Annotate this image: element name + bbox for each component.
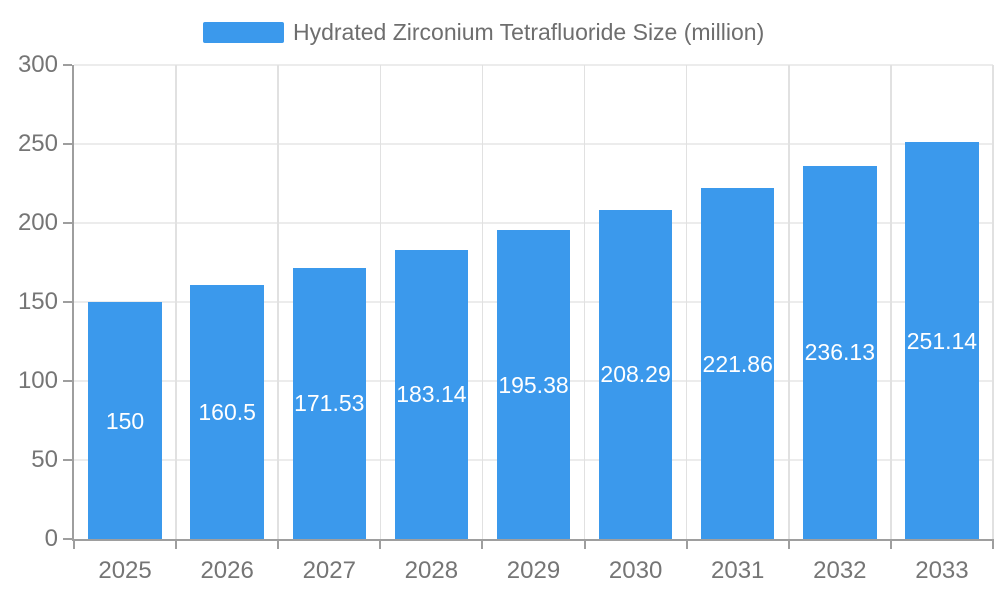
y-tick-label: 100: [17, 367, 58, 394]
bar-value-label: 183.14: [396, 381, 467, 408]
x-axis-tick: [277, 539, 280, 549]
legend-label: Hydrated Zirconium Tetrafluoride Size (m…: [293, 19, 765, 45]
bar: [598, 209, 673, 539]
bar-value-label: 251.14: [906, 327, 978, 354]
y-tick-label: 300: [17, 51, 58, 78]
y-tick-label: 50: [31, 446, 58, 473]
x-axis-tick: [889, 539, 892, 549]
y-tick-label: 250: [17, 130, 58, 157]
y-tick-label: 200: [17, 209, 58, 236]
h-gridline: [74, 143, 993, 145]
bar: [292, 267, 367, 539]
legend-item[interactable]: Hydrated Zirconium Tetrafluoride Size (m…: [203, 19, 764, 46]
bar-value-label: 236.13: [804, 339, 875, 366]
x-axis-line: [72, 539, 993, 541]
bar-value-label: 160.5: [198, 399, 256, 426]
x-axis-tick: [583, 539, 586, 549]
x-axis-tick: [73, 539, 75, 549]
y-tick-label: 150: [17, 288, 58, 315]
v-gridline: [685, 65, 688, 539]
bar: [394, 249, 469, 539]
v-gridline: [890, 65, 892, 539]
x-tick-label: 2032: [813, 557, 867, 584]
y-axis-tick: [63, 538, 72, 540]
y-axis-tick: [63, 380, 72, 382]
x-axis-tick: [992, 539, 994, 549]
x-axis-tick: [175, 539, 178, 549]
bar-value-label: 195.38: [498, 371, 569, 398]
bar-value-label: 221.86: [702, 350, 773, 377]
bar: [496, 230, 571, 539]
bar-value-label: 208.29: [600, 361, 671, 388]
v-gridline: [583, 65, 586, 539]
bar-value-label: 150: [105, 407, 145, 434]
x-axis-tick: [481, 539, 484, 549]
x-tick-label: 2026: [200, 557, 254, 584]
bar: [803, 165, 877, 539]
x-tick-label: 2029: [506, 557, 561, 584]
v-gridline: [481, 65, 484, 539]
x-axis-tick: [787, 539, 790, 549]
y-axis-tick: [63, 143, 72, 145]
bar: [905, 142, 979, 539]
v-gridline: [277, 65, 279, 539]
bar: [190, 285, 264, 539]
y-axis-tick: [63, 459, 72, 461]
x-axis-tick: [685, 539, 688, 549]
v-gridline: [379, 65, 382, 539]
v-gridline: [788, 65, 790, 539]
x-tick-label: 2031: [711, 557, 765, 584]
h-gridline: [74, 222, 993, 224]
y-axis-tick: [63, 301, 72, 303]
x-tick-label: 2033: [915, 557, 969, 584]
x-axis-tick: [379, 539, 382, 549]
legend-swatch-icon: [203, 22, 284, 43]
y-tick-label: 0: [44, 525, 58, 552]
h-gridline: [74, 64, 993, 66]
y-axis-tick: [63, 222, 72, 224]
v-gridline: [175, 65, 177, 539]
x-tick-label: 2028: [404, 557, 459, 584]
y-axis-tick: [63, 64, 72, 66]
bar: [88, 302, 162, 539]
bar-value-label: 171.53: [294, 390, 365, 417]
x-tick-label: 2025: [98, 557, 152, 584]
bar: [700, 188, 775, 539]
x-tick-label: 2027: [302, 557, 356, 584]
y-axis-line: [72, 65, 74, 539]
x-tick-label: 2030: [608, 557, 663, 584]
v-gridline: [992, 65, 994, 539]
